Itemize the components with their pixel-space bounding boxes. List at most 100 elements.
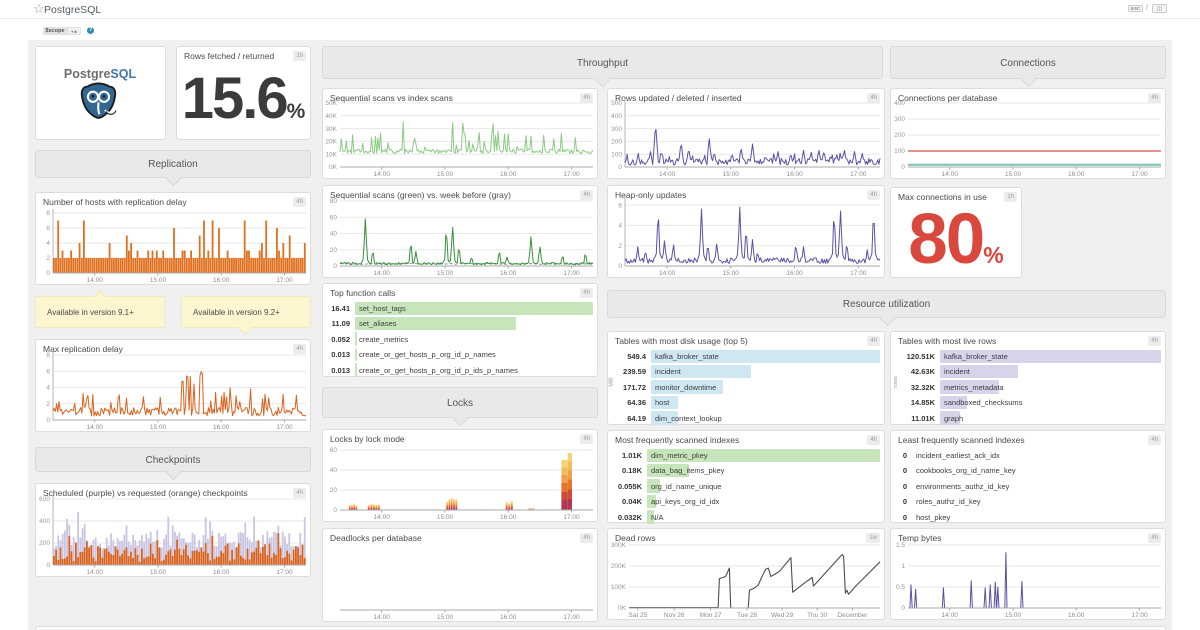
svg-text:80: 80 [330,198,338,205]
svg-text:4: 4 [46,385,50,392]
svg-text:60: 60 [330,447,338,454]
svg-text:14:00: 14:00 [87,424,104,431]
svg-text:15:00: 15:00 [150,277,167,284]
svg-text:15:00: 15:00 [437,270,454,277]
svg-text:16:00: 16:00 [213,277,230,284]
svg-text:100: 100 [611,151,622,158]
svg-text:15:00: 15:00 [150,569,167,576]
svg-text:15:00: 15:00 [437,171,454,178]
svg-text:16:00: 16:00 [1068,171,1085,178]
svg-text:100: 100 [894,148,905,155]
svg-text:4: 4 [46,240,50,247]
svg-text:14:00: 14:00 [374,514,391,521]
svg-text:40: 40 [330,467,338,474]
svg-text:Thu 30: Thu 30 [807,612,828,619]
svg-text:300: 300 [611,126,622,133]
svg-text:4: 4 [618,223,622,230]
svg-text:10K: 10K [325,151,337,158]
svg-text:0: 0 [333,507,337,514]
svg-text:2: 2 [46,255,50,262]
svg-text:15:00: 15:00 [437,614,454,621]
svg-text:20: 20 [330,247,338,254]
svg-text:Nov 26: Nov 26 [664,612,685,619]
svg-text:500: 500 [611,100,622,107]
svg-text:0: 0 [618,263,622,270]
svg-text:Mon 27: Mon 27 [700,612,722,619]
svg-text:14:00: 14:00 [374,171,391,178]
svg-text:17:00: 17:00 [1131,171,1148,178]
svg-text:0: 0 [46,270,50,277]
svg-text:16:00: 16:00 [500,614,517,621]
svg-text:17:00: 17:00 [850,270,867,277]
svg-text:20: 20 [330,487,338,494]
svg-text:16:00: 16:00 [786,270,803,277]
svg-text:40K: 40K [325,113,337,120]
svg-text:1.5: 1.5 [896,542,905,549]
svg-text:0: 0 [901,164,905,171]
svg-text:PostgreSQL: PostgreSQL [64,67,137,81]
svg-text:50K: 50K [325,100,337,107]
svg-text:60: 60 [330,215,338,222]
svg-text:14:00: 14:00 [942,171,959,178]
svg-text:17:00: 17:00 [276,424,293,431]
svg-text:14:00: 14:00 [659,171,676,178]
svg-text:30K: 30K [325,126,337,133]
svg-text:8: 8 [46,352,50,359]
svg-text:14:00: 14:00 [659,270,676,277]
svg-text:17:00: 17:00 [563,270,580,277]
svg-text:200: 200 [894,132,905,139]
svg-text:200: 200 [39,540,50,547]
svg-text:14:00: 14:00 [374,614,391,621]
svg-text:20K: 20K [325,139,337,146]
svg-text:15:00: 15:00 [1005,612,1022,619]
svg-text:17:00: 17:00 [563,171,580,178]
svg-text:0.5: 0.5 [896,584,905,591]
svg-text:14:00: 14:00 [374,270,391,277]
svg-text:6: 6 [46,369,50,376]
svg-text:400: 400 [611,113,622,120]
svg-text:100K: 100K [611,584,627,591]
svg-text:14:00: 14:00 [87,277,104,284]
svg-text:400: 400 [39,518,50,525]
svg-text:0: 0 [46,417,50,424]
svg-text:0: 0 [46,562,50,569]
svg-text:40: 40 [330,231,338,238]
svg-text:17:00: 17:00 [276,277,293,284]
svg-text:15:00: 15:00 [723,270,740,277]
svg-text:200: 200 [611,139,622,146]
svg-text:Tue 28: Tue 28 [737,612,757,619]
svg-text:16:00: 16:00 [213,424,230,431]
svg-text:14:00: 14:00 [87,569,104,576]
svg-text:December: December [837,612,868,619]
svg-text:400: 400 [894,100,905,107]
svg-text:14:00: 14:00 [942,612,959,619]
svg-text:17:00: 17:00 [1131,612,1148,619]
svg-text:17:00: 17:00 [276,569,293,576]
svg-text:2: 2 [618,243,622,250]
svg-text:Sat 25: Sat 25 [628,612,647,619]
svg-text:300K: 300K [611,542,627,549]
svg-text:15:00: 15:00 [1005,171,1022,178]
svg-text:6: 6 [46,225,50,232]
svg-text:0: 0 [901,605,905,612]
svg-text:16:00: 16:00 [500,171,517,178]
svg-text:16:00: 16:00 [500,514,517,521]
svg-text:16:00: 16:00 [1068,612,1085,619]
svg-text:17:00: 17:00 [850,171,867,178]
svg-text:15:00: 15:00 [437,514,454,521]
svg-text:0: 0 [333,263,337,270]
svg-text:1: 1 [901,563,905,570]
svg-text:17:00: 17:00 [563,514,580,521]
svg-text:2: 2 [46,401,50,408]
svg-text:Wed 29: Wed 29 [771,612,794,619]
svg-text:17:00: 17:00 [563,614,580,621]
svg-text:0K: 0K [618,605,627,612]
svg-text:6: 6 [618,202,622,209]
svg-text:16:00: 16:00 [786,171,803,178]
svg-text:0K: 0K [329,164,338,171]
svg-text:200K: 200K [611,563,627,570]
svg-text:15:00: 15:00 [723,171,740,178]
svg-text:0: 0 [618,164,622,171]
svg-text:15:00: 15:00 [150,424,167,431]
svg-text:16:00: 16:00 [213,569,230,576]
